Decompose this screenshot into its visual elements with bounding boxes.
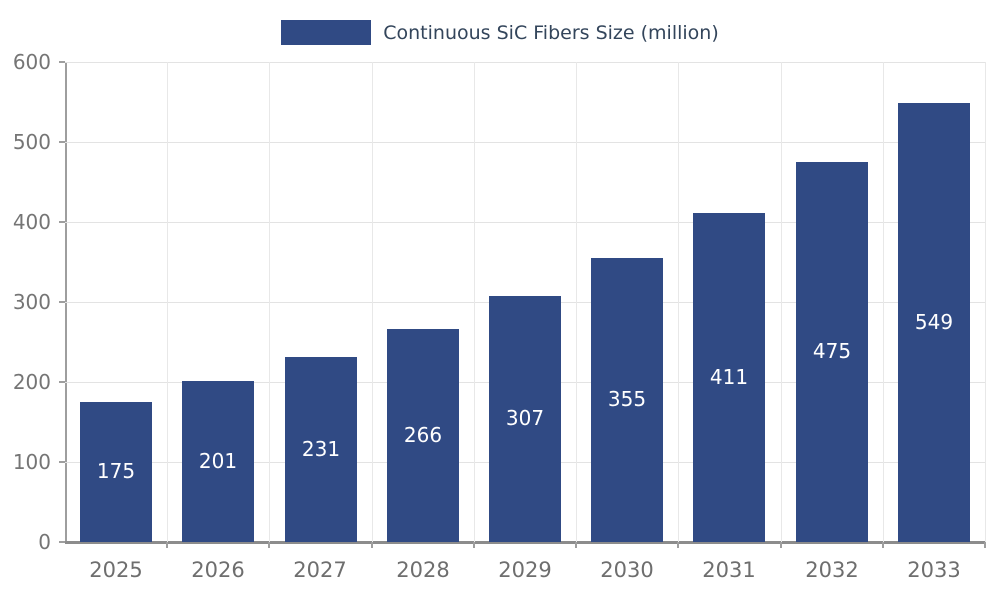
y-tick-mark	[59, 381, 65, 383]
legend-label: Continuous SiC Fibers Size (million)	[383, 21, 719, 44]
y-tick-mark	[59, 221, 65, 223]
v-gridline	[167, 62, 168, 542]
bar-value-label-2028: 266	[403, 422, 443, 447]
x-tick-mark	[780, 542, 782, 548]
bar-2029: 307	[489, 296, 561, 542]
bar-2028: 266	[387, 329, 459, 542]
bar-2033: 549	[898, 103, 970, 542]
y-tick-label-300: 300	[12, 290, 51, 314]
x-tick-label-2028: 2028	[396, 558, 450, 582]
legend-swatch	[281, 20, 372, 45]
bar-2031: 411	[693, 213, 765, 542]
y-tick-mark	[59, 141, 65, 143]
bar-2026: 201	[182, 381, 254, 542]
x-tick-mark	[984, 542, 986, 548]
bar-value-label-2032: 475	[812, 339, 852, 363]
x-tick-mark	[268, 542, 270, 548]
x-tick-mark	[677, 542, 679, 548]
y-tick-mark	[59, 461, 65, 463]
bar-value-label-2027: 231	[301, 436, 341, 461]
bar-2025: 175	[80, 402, 152, 542]
v-gridline	[781, 62, 782, 542]
plot-area: 0 100 200 300 400 500 600 175 2025 201 2026 231 2027…	[13, 50, 986, 582]
x-tick-label-2027: 2027	[293, 558, 347, 582]
y-tick-label-600: 600	[12, 50, 51, 74]
y-tick-mark	[59, 541, 65, 543]
x-tick-label-2032: 2032	[805, 558, 859, 582]
h-gridline-500	[65, 142, 985, 143]
bar-value-label-2033: 549	[914, 309, 954, 334]
bar-value-label-2029: 307	[505, 406, 545, 430]
x-tick-mark	[371, 542, 373, 548]
x-tick-label-2025: 2025	[89, 558, 143, 582]
x-tick-mark	[575, 542, 577, 548]
y-tick-label-400: 400	[12, 210, 51, 234]
h-gridline-600	[65, 62, 985, 63]
chart-legend: Continuous SiC Fibers Size (million)	[0, 20, 1000, 45]
x-tick-mark	[166, 542, 168, 548]
h-gridline-400	[65, 222, 985, 223]
bar-2032: 475	[796, 162, 868, 542]
v-gridline	[269, 62, 270, 542]
x-tick-mark	[882, 542, 884, 548]
x-tick-label-2030: 2030	[600, 558, 654, 582]
bar-value-label-2026: 201	[198, 448, 238, 473]
y-tick-label-200: 200	[12, 370, 51, 394]
bar-2030: 355	[591, 258, 663, 542]
x-tick-label-2033: 2033	[907, 558, 961, 582]
y-tick-mark	[59, 61, 65, 63]
y-tick-label-0: 0	[38, 530, 51, 554]
y-tick-mark	[59, 301, 65, 303]
x-axis-line	[65, 541, 985, 544]
x-tick-label-2029: 2029	[498, 558, 552, 582]
x-tick-mark	[473, 542, 475, 548]
bar-value-label-2025: 175	[96, 459, 136, 483]
x-tick-label-2026: 2026	[191, 558, 245, 582]
v-gridline	[576, 62, 577, 542]
v-gridline	[883, 62, 884, 542]
bar-value-label-2030: 355	[607, 387, 647, 411]
x-tick-label-2031: 2031	[702, 558, 756, 582]
v-gridline	[372, 62, 373, 542]
bar-2027: 231	[285, 357, 357, 542]
y-tick-label-500: 500	[12, 130, 51, 154]
bar-value-label-2031: 411	[709, 364, 749, 389]
v-gridline	[678, 62, 679, 542]
v-gridline	[474, 62, 475, 542]
y-tick-label-100: 100	[12, 450, 51, 474]
v-gridline	[985, 62, 986, 542]
